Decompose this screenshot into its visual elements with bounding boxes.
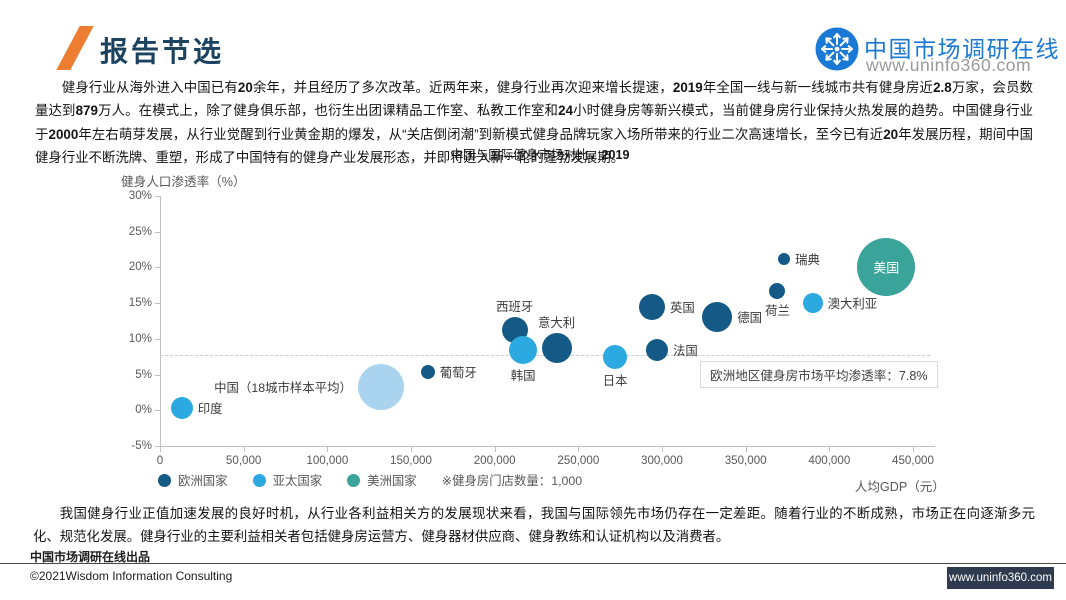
- x-tick-mark: [578, 447, 580, 452]
- x-tick-mark: [745, 447, 747, 452]
- x-tick-mark: [494, 447, 496, 452]
- x-tick-label: 200,000: [473, 454, 516, 467]
- legend-label: 美洲国家: [367, 474, 417, 488]
- footer-divider: [0, 563, 1066, 564]
- company-name: 中国市场调研在线: [864, 36, 1060, 62]
- y-tick-label: 10%: [128, 331, 152, 345]
- chart-bubble: [603, 345, 628, 370]
- chart-bubble-label: 美国: [873, 260, 900, 276]
- chart-bubble-label: 荷兰: [765, 304, 790, 318]
- legend-item: 美洲国家: [347, 471, 417, 489]
- x-tick-label: 400,000: [808, 454, 851, 467]
- chart-legend: 欧洲国家 亚太国家 美洲国家 ※健身房门店数量：1,000: [158, 471, 582, 489]
- chart-bubble: [802, 293, 823, 314]
- page-title: 报告节选: [100, 36, 225, 67]
- chart-bubble: [769, 283, 786, 299]
- reference-annotation: 欧洲地区健身房市场平均渗透率：7.8%: [700, 360, 938, 388]
- chart-bubble-label: 意大利: [537, 316, 576, 331]
- legend-label: 欧洲国家: [178, 474, 228, 488]
- x-tick-label: 50,000: [225, 454, 262, 467]
- x-tick-mark: [662, 447, 663, 452]
- y-tick-mark: [155, 410, 160, 412]
- y-tick-label: -5%: [131, 439, 152, 452]
- y-tick-mark: [155, 338, 160, 340]
- chart-bubble-label: 印度: [197, 402, 223, 417]
- company-website: www.uninfo360.com: [866, 55, 1032, 75]
- x-tick-label: 150,000: [390, 454, 432, 467]
- x-tick-mark: [411, 447, 412, 452]
- footer-copyright: ©2021Wisdom Information Consulting: [30, 569, 233, 583]
- chart-title: 中国与国际健身市场对比，2019: [450, 148, 630, 162]
- chart-bubble: [702, 302, 733, 333]
- y-tick-mark: [155, 196, 160, 197]
- x-tick-label: 450,000: [892, 454, 934, 467]
- legend-item: 欧洲国家: [158, 471, 228, 489]
- x-tick-mark: [829, 447, 831, 452]
- chart-bubble-label: 德国: [737, 311, 762, 326]
- y-tick-mark: [155, 374, 160, 376]
- chart-bubble: [638, 293, 665, 320]
- y-tick-label: 0%: [135, 403, 152, 417]
- x-axis-line: [160, 446, 935, 447]
- y-tick-label: 5%: [135, 367, 152, 381]
- y-tick-mark: [155, 267, 160, 269]
- legend-label: 亚太国家: [272, 474, 323, 488]
- y-tick-mark: [155, 303, 160, 305]
- x-tick-label: 100,000: [306, 454, 349, 467]
- chart-bubble-label: 中国（18城市样本平均）: [214, 380, 352, 395]
- legend-dot-icon: [158, 473, 171, 487]
- y-tick-label: 30%: [128, 189, 152, 202]
- company-logo-icon: [815, 27, 859, 71]
- chart-bubble: [420, 365, 435, 380]
- x-tick-mark: [913, 447, 914, 452]
- footer-producer: 中国市场调研在线出品: [30, 550, 151, 564]
- legend-dot-icon: [347, 473, 361, 487]
- x-tick-mark: [160, 447, 161, 452]
- x-tick-label: 350,000: [724, 454, 767, 467]
- chart-bubble-label: 瑞典: [795, 252, 820, 267]
- closing-paragraph: 我国健身行业正值加速发展的良好时机，从行业各利益相关方的发展现状来看，我国与国际…: [33, 506, 1035, 545]
- chart-bubble: [357, 363, 404, 410]
- y-tick-label: 20%: [128, 260, 152, 274]
- footer-website-badge: www.uninfo360.com: [947, 567, 1054, 589]
- chart-bubble: [857, 238, 916, 297]
- chart-bubble: [778, 252, 791, 265]
- chart-bubble: [170, 397, 193, 420]
- legend-label: ※健身房门店数量：1,000: [441, 474, 583, 488]
- chart-bubble-label: 日本: [602, 374, 628, 389]
- chart-bubble-label: 澳大利亚: [827, 297, 878, 312]
- y-tick-label: 15%: [128, 296, 152, 310]
- title-slash-decoration: [56, 26, 94, 70]
- chart-bubble-label: 葡萄牙: [439, 366, 477, 381]
- chart-bubble: [541, 333, 572, 364]
- y-axis-title: 健身人口渗透率（%）: [121, 175, 246, 189]
- x-tick-label: 300,000: [641, 454, 683, 467]
- x-axis-title: 人均GDP（元）: [854, 480, 945, 494]
- y-axis-line: [160, 196, 161, 446]
- chart-bubble: [509, 336, 538, 365]
- y-tick-label: 25%: [128, 224, 152, 238]
- x-tick-label: 250,000: [557, 454, 600, 467]
- x-tick-mark: [327, 447, 329, 452]
- x-tick-label: 0: [156, 454, 164, 467]
- chart-bubble: [645, 339, 668, 362]
- chart-bubble-label: 法国: [672, 344, 698, 359]
- y-tick-mark: [155, 446, 160, 447]
- chart-bubble-label: 英国: [669, 300, 695, 315]
- intro-paragraph: 健身行业从海外进入中国已有20余年，并且经历了多次改革。近两年来，健身行业再次迎…: [35, 80, 1034, 166]
- y-tick-mark: [155, 231, 160, 233]
- chart-bubble-label: 韩国: [510, 369, 536, 384]
- legend-item: 亚太国家: [252, 471, 323, 489]
- x-tick-mark: [243, 447, 245, 452]
- chart-bubble-label: 西班牙: [496, 300, 534, 315]
- legend-dot-icon: [252, 473, 266, 487]
- legend-item: ※健身房门店数量：1,000: [442, 471, 583, 489]
